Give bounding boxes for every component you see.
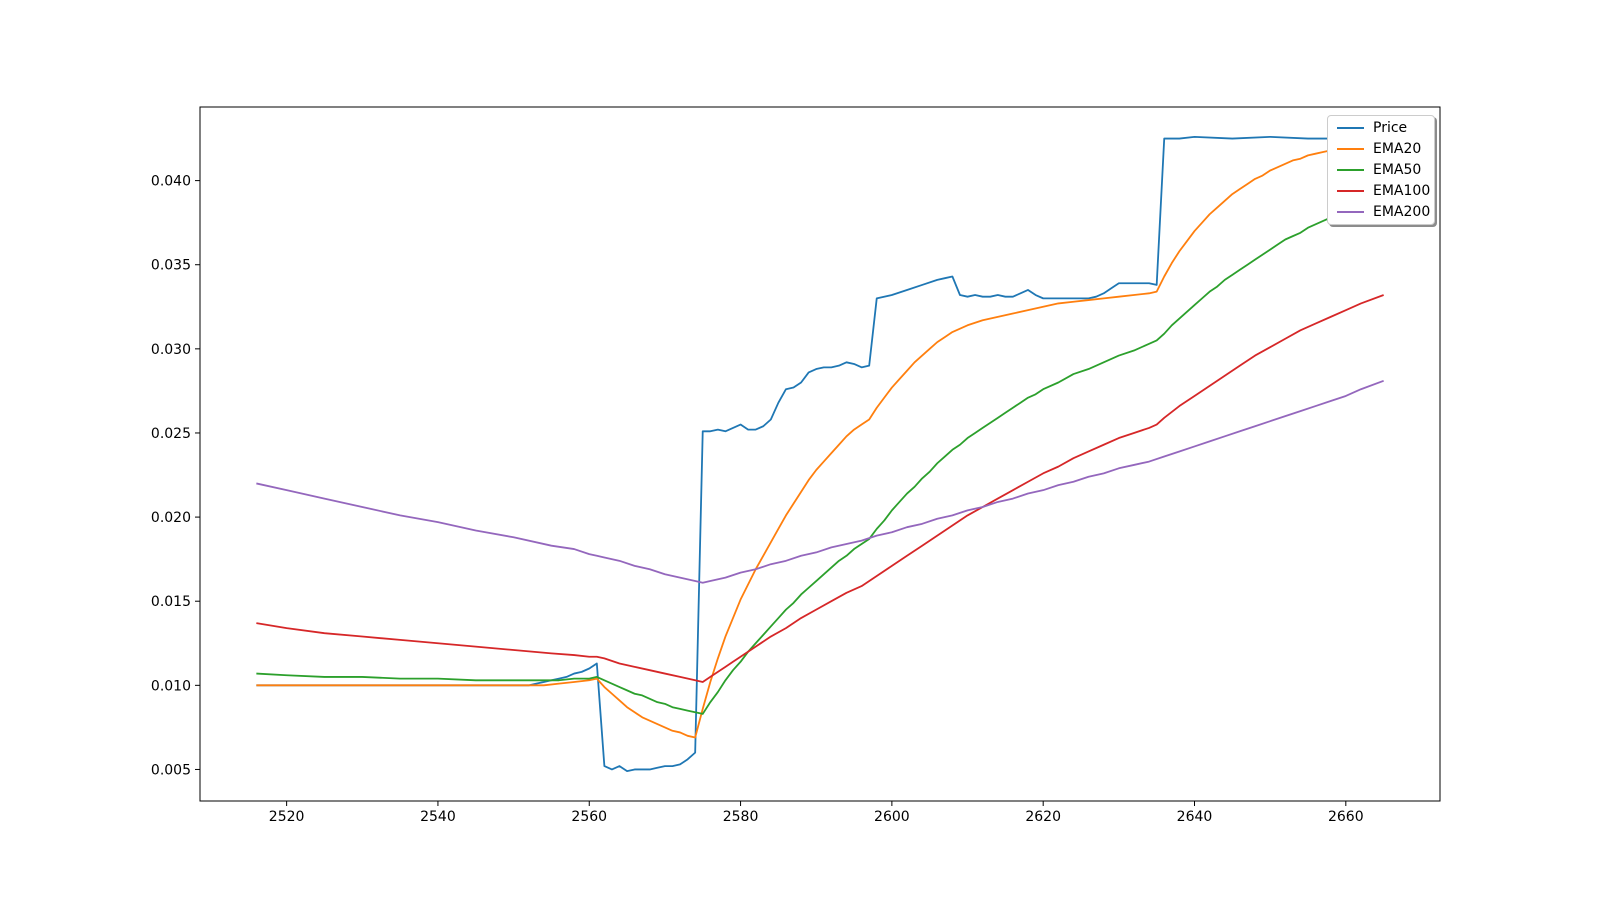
y-tick-label: 0.015 [151,594,191,610]
y-tick-label: 0.010 [151,678,191,694]
series-line-ema200 [256,379,1384,584]
series-line-price [256,135,1384,773]
x-tick-label: 2620 [1025,809,1061,825]
series-line-ema50 [256,198,1384,715]
legend-label: EMA50 [1373,162,1422,178]
legend-item-ema100: EMA100 [1337,182,1434,200]
legend-line-sample-ema50 [1337,169,1364,171]
y-tick-label: 0.030 [151,342,191,358]
y-tick-label: 0.025 [151,426,191,442]
legend-line-sample-ema200 [1337,211,1364,213]
legend-label: EMA20 [1373,141,1422,157]
series-line-ema100 [256,294,1384,683]
legend-label: Price [1373,120,1408,136]
legend-label: EMA200 [1373,204,1431,220]
legend-item-ema200: EMA200 [1337,203,1434,221]
series-line-ema20 [256,141,1384,739]
y-tick-label: 0.040 [151,174,191,190]
plot-area [199,106,1441,802]
legend: Price EMA20 EMA50 EMA100 EMA200 [1327,115,1435,225]
x-tick-label: 2580 [723,809,759,825]
x-tick-label: 2540 [420,809,456,825]
y-tick-label: 0.005 [151,762,191,778]
x-tick-label: 2640 [1177,809,1213,825]
y-tick-label: 0.020 [151,510,191,526]
x-tick-label: 2660 [1328,809,1364,825]
legend-line-sample-ema20 [1337,148,1364,150]
legend-label: EMA100 [1373,183,1431,199]
y-tick-label: 0.035 [151,258,191,274]
legend-item-price: Price [1337,119,1434,137]
legend-item-ema50: EMA50 [1337,161,1434,179]
x-tick-label: 2560 [571,809,607,825]
legend-item-ema20: EMA20 [1337,140,1434,158]
legend-line-sample-price [1337,127,1364,129]
x-tick-label: 2600 [874,809,910,825]
x-tick-label: 2520 [269,809,305,825]
legend-line-sample-ema100 [1337,190,1364,192]
